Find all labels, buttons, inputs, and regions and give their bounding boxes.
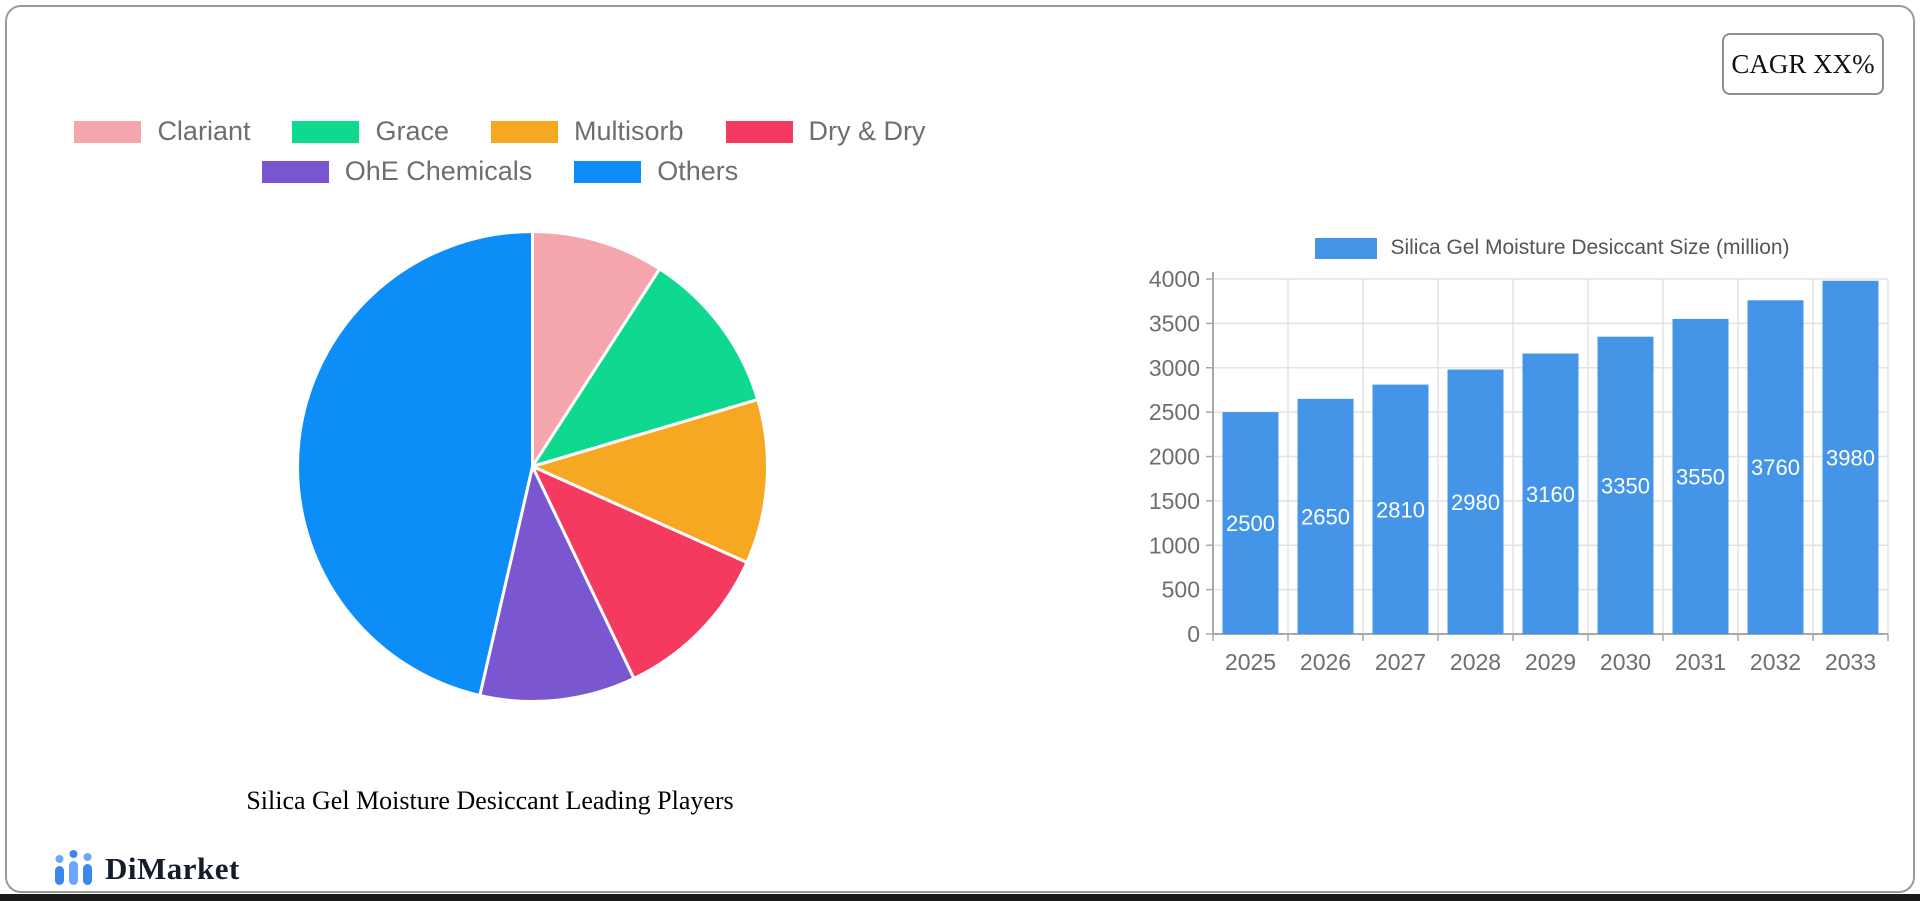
x-tick-label-2032: 2032 — [1750, 649, 1801, 675]
pie-legend: Clariant Grace Multisorb Dry & Dry OhE Chemi… — [60, 116, 940, 187]
y-tick-label-3000: 3000 — [1149, 355, 1200, 381]
cagr-label: CAGR XX% — [1731, 48, 1875, 79]
legend-label-multisorb: Multisorb — [574, 116, 684, 146]
bar-legend-swatch — [1315, 237, 1378, 259]
pie-slice-ohe-chemicals — [478, 465, 636, 703]
legend-item-others: Others — [574, 156, 738, 187]
y-tick-label-0: 0 — [1187, 621, 1200, 647]
pie-slice-clariant — [531, 230, 662, 468]
bar-value-label-2029: 3160 — [1526, 482, 1575, 507]
bar-legend-label: Silica Gel Moisture Desiccant Size (mill… — [1390, 236, 1790, 259]
y-tick-label-500: 500 — [1162, 577, 1200, 603]
bar-2030 — [1597, 336, 1654, 634]
y-tick-label-4000: 4000 — [1149, 266, 1200, 292]
bar-value-label-2028: 2980 — [1451, 490, 1500, 515]
legend-label-clariant: Clariant — [157, 116, 251, 146]
bar-value-label-2031: 3550 — [1676, 464, 1725, 489]
legend-swatch-dry-dry — [725, 120, 793, 143]
legend-item-multisorb: Multisorb — [491, 116, 684, 147]
y-tick-label-1000: 1000 — [1149, 532, 1200, 558]
x-tick-label-2025: 2025 — [1225, 649, 1276, 675]
pie-legend-row: Clariant Grace Multisorb Dry & Dry — [74, 116, 926, 147]
legend-label-others: Others — [657, 156, 739, 186]
x-tick-label-2029: 2029 — [1525, 649, 1576, 675]
y-tick-label-2000: 2000 — [1149, 444, 1200, 470]
bar-2031 — [1672, 318, 1729, 634]
pie-legend-row: OhE Chemicals Others — [261, 156, 738, 187]
legend-label-grace: Grace — [375, 116, 450, 146]
pie-slice-dry-dry — [531, 465, 749, 680]
x-tick-label-2030: 2030 — [1600, 649, 1651, 675]
brand-logo-text: DiMarket — [105, 851, 240, 886]
bar-2027 — [1372, 384, 1429, 634]
x-tick-label-2033: 2033 — [1825, 649, 1876, 675]
bar-value-label-2030: 3350 — [1601, 473, 1650, 498]
bar-chart-panel: Silica Gel Moisture Desiccant Size (mill… — [1140, 236, 1905, 689]
x-tick-label-2031: 2031 — [1675, 649, 1726, 675]
legend-item-clariant: Clariant — [74, 116, 250, 147]
legend-item-grace: Grace — [292, 116, 449, 147]
bar-2029 — [1522, 353, 1579, 634]
y-tick-label-2500: 2500 — [1149, 399, 1200, 425]
pie-chart-title: Silica Gel Moisture Desiccant Leading Pl… — [246, 786, 734, 815]
bar-value-label-2025: 2500 — [1226, 511, 1275, 536]
bar-2025 — [1222, 412, 1279, 634]
brand-logo: DiMarket — [52, 850, 240, 888]
bar-chart-logo-icon — [55, 850, 92, 885]
pie-slice-others — [296, 230, 534, 698]
x-tick-label-2028: 2028 — [1450, 649, 1501, 675]
legend-item-ohe-chemicals: OhE Chemicals — [261, 156, 533, 187]
bar-chart-svg: 0 500 1000 1500 2000 2500 3000 3500 4000 2500 2025… — [1149, 266, 1889, 675]
bar-value-label-2032: 3760 — [1751, 455, 1800, 480]
pie-slice-grace — [531, 267, 760, 468]
legend-swatch-multisorb — [491, 120, 559, 143]
legend-swatch-ohe-chemicals — [261, 160, 329, 183]
bar-2028 — [1447, 369, 1504, 634]
x-tick-label-2026: 2026 — [1300, 649, 1351, 675]
legend-swatch-grace — [292, 120, 360, 143]
legend-item-dry-dry: Dry & Dry — [725, 116, 926, 147]
y-tick-label-3500: 3500 — [1149, 310, 1200, 336]
legend-swatch-clariant — [74, 120, 142, 143]
bar-chart-legend: Silica Gel Moisture Desiccant Size (mill… — [1200, 236, 1905, 260]
cagr-badge: CAGR XX% — [1722, 33, 1884, 95]
bar-2026 — [1297, 398, 1354, 634]
bar-value-label-2027: 2810 — [1376, 497, 1425, 522]
pie-chart — [295, 229, 770, 704]
y-tick-label-1500: 1500 — [1149, 488, 1200, 514]
bottom-edge-bar — [0, 894, 1920, 901]
legend-swatch-others — [574, 160, 642, 183]
pie-slice-multisorb — [531, 398, 769, 565]
legend-label-dry-dry: Dry & Dry — [808, 116, 926, 146]
pie-chart-svg — [296, 230, 769, 703]
x-tick-label-2027: 2027 — [1375, 649, 1426, 675]
legend-label-ohe-chemicals: OhE Chemicals — [344, 156, 533, 186]
bar-2032 — [1747, 300, 1804, 634]
bar-value-label-2033: 3980 — [1826, 445, 1875, 470]
bar-2033 — [1822, 280, 1879, 634]
bar-value-label-2026: 2650 — [1301, 504, 1350, 529]
